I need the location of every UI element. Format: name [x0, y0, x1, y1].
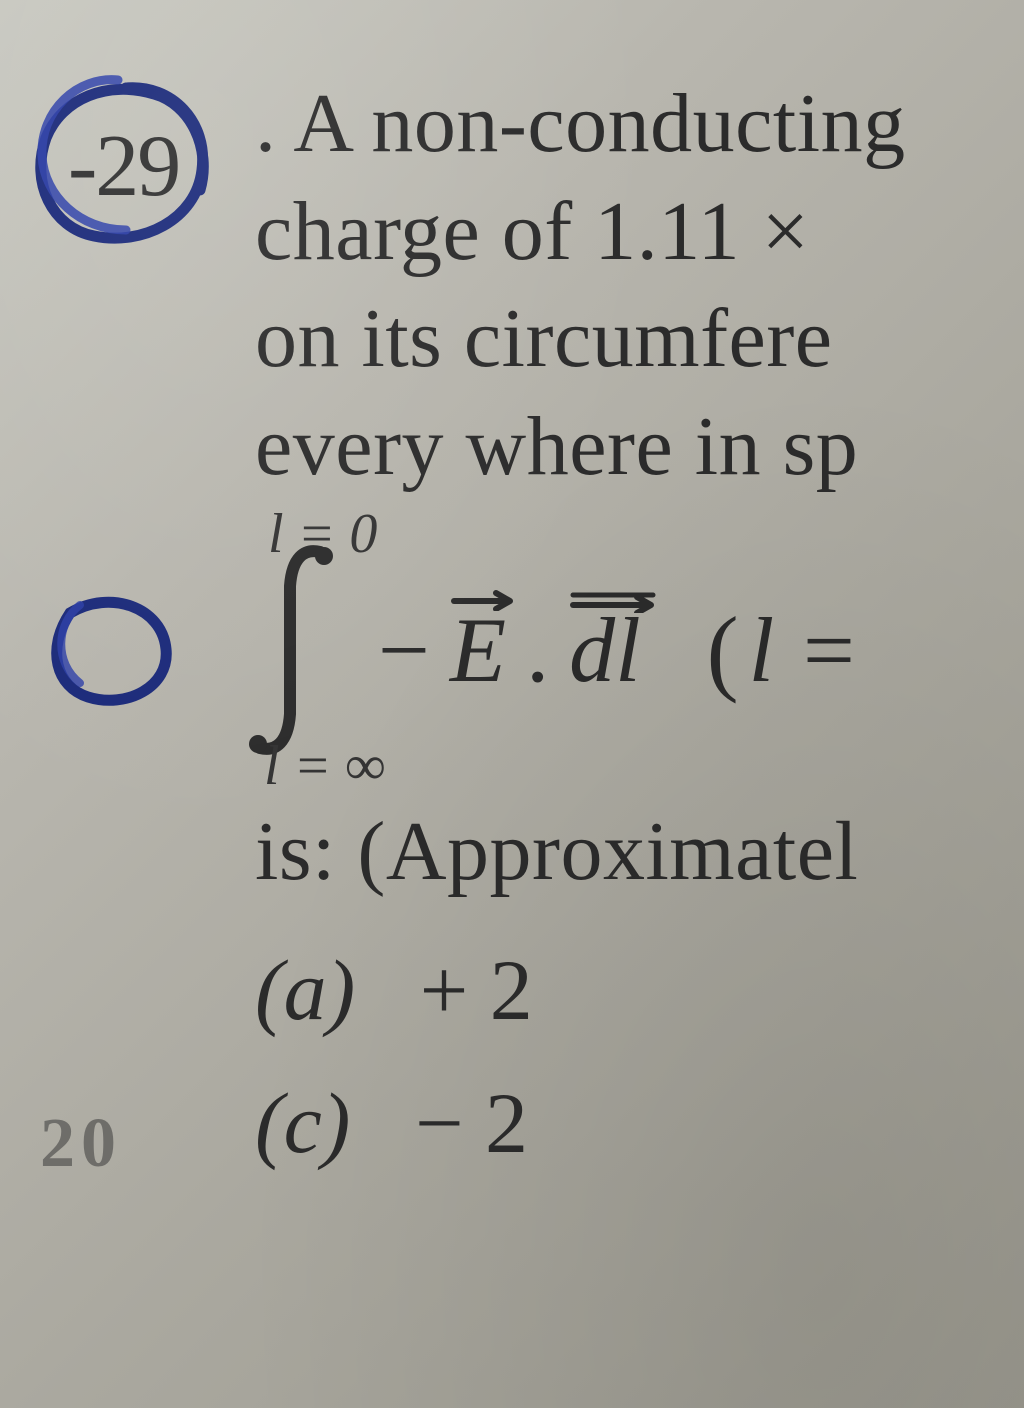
tail-text: l =	[749, 597, 860, 703]
E-letter: E	[450, 599, 506, 701]
dot-operator: .	[516, 597, 559, 703]
vector-arrow-icon	[450, 587, 506, 607]
question-number-circle: -29	[40, 90, 200, 240]
option-c-label: (c)	[255, 1075, 350, 1171]
integral-row: l = 0 l = ∞ −	[255, 520, 1024, 780]
integral-expression: l = 0 l = ∞ −	[240, 520, 859, 780]
result-lead: is: (Approximatel	[255, 798, 1024, 906]
option-a-label: (a)	[255, 942, 355, 1038]
question-number: -29	[68, 116, 179, 217]
minus-sign: −	[378, 597, 430, 703]
dl-letters: dl	[569, 599, 641, 701]
integral-sign: l = 0 l = ∞	[240, 520, 350, 780]
question-line-1: . A non-conducting	[255, 70, 1024, 178]
option-c: (c) − 2	[255, 1057, 1024, 1190]
integral-lower-limit: l = ∞	[264, 734, 385, 798]
pen-small-ring-icon	[40, 583, 180, 713]
question-line-2: charge of 1.11 ×	[255, 178, 1024, 286]
page: -29 . A non-conducting charge of 1.11 × …	[0, 0, 1024, 1190]
options: (a) + 2 (c) − 2	[255, 924, 1024, 1191]
vector-dl: dl	[569, 597, 641, 703]
vector-arrow-icon	[569, 587, 641, 607]
pen-circle-annotation: -29	[40, 90, 200, 240]
integral-glyph-icon	[246, 544, 346, 756]
question-line-4: every where in sp	[255, 393, 1024, 501]
pen-small-ring-annotation	[40, 583, 180, 718]
question-body: . A non-conducting charge of 1.11 × on i…	[255, 70, 1024, 1190]
question-line-3: on its circumfere	[255, 285, 1024, 393]
integrand: − E .	[378, 595, 859, 706]
option-a: (a) + 2	[255, 924, 1024, 1057]
footer-fragment: 20	[40, 1104, 122, 1184]
tail-open: (	[707, 595, 739, 706]
vector-E: E	[450, 597, 506, 703]
option-c-value: − 2	[415, 1075, 528, 1171]
option-a-value: + 2	[420, 942, 533, 1038]
